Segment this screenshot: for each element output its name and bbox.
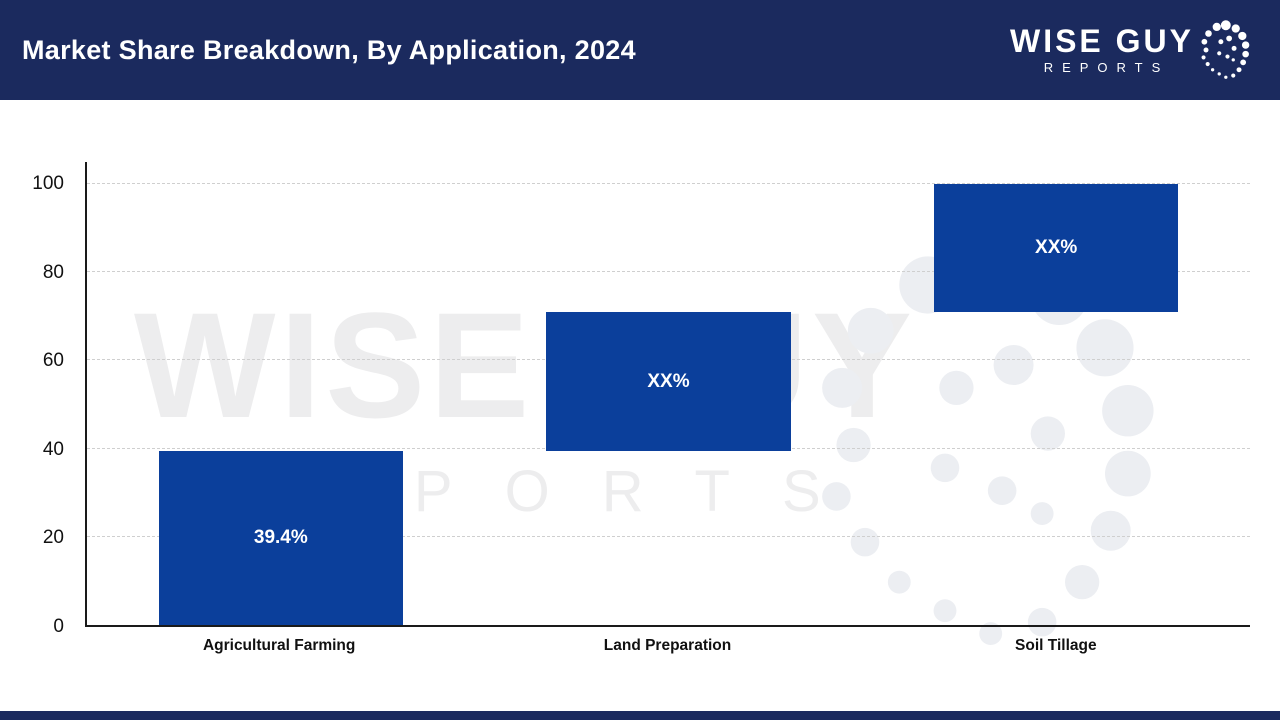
y-tick-label: 0: [53, 616, 64, 637]
bar-value-label: 39.4%: [253, 527, 308, 549]
bar-land-preparation: XX%: [546, 311, 791, 452]
chart-title: Market Share Breakdown, By Application, …: [22, 34, 636, 65]
chart-area: WISE GUY REPORTS 0 20 40 60 80 100 39.4% XX% XX…: [0, 100, 1280, 711]
brand-head-icon: [1196, 17, 1254, 83]
y-tick-label: 100: [32, 173, 64, 195]
footer-bar: [0, 711, 1280, 720]
gridline: [87, 535, 1250, 537]
bar-agricultural-farming: 39.4%: [158, 451, 403, 625]
brand-text: WISE GUY REPORTS: [1009, 22, 1194, 76]
x-axis-label: Agricultural Farming: [202, 637, 356, 654]
y-tick-label: 40: [42, 438, 64, 460]
header-bar: Market Share Breakdown, By Application, …: [0, 0, 1280, 100]
gridline: [87, 271, 1250, 273]
bar-soil-tillage: XX%: [934, 184, 1179, 312]
x-axis: Agricultural Farming Land Preparation Soil…: [85, 636, 1250, 700]
bar-value-label: XX%: [647, 370, 690, 392]
y-tick-label: 60: [42, 350, 64, 372]
y-axis: 0 20 40 60 80 100: [0, 162, 78, 637]
y-tick-label: 20: [42, 527, 64, 549]
y-tick-label: 80: [42, 261, 64, 283]
gridline: [87, 183, 1250, 185]
x-axis-label: Soil Tillage: [1015, 637, 1097, 654]
brand-subtitle: REPORTS: [1043, 60, 1170, 76]
bar-value-label: XX%: [1035, 237, 1078, 258]
brand-logo: WISE GUY REPORTS: [1010, 17, 1254, 83]
x-axis-label: Land Preparation: [603, 637, 732, 654]
plot-area: 39.4% XX% XX%: [85, 162, 1250, 627]
brand-name: WISE GUY: [1009, 22, 1194, 59]
